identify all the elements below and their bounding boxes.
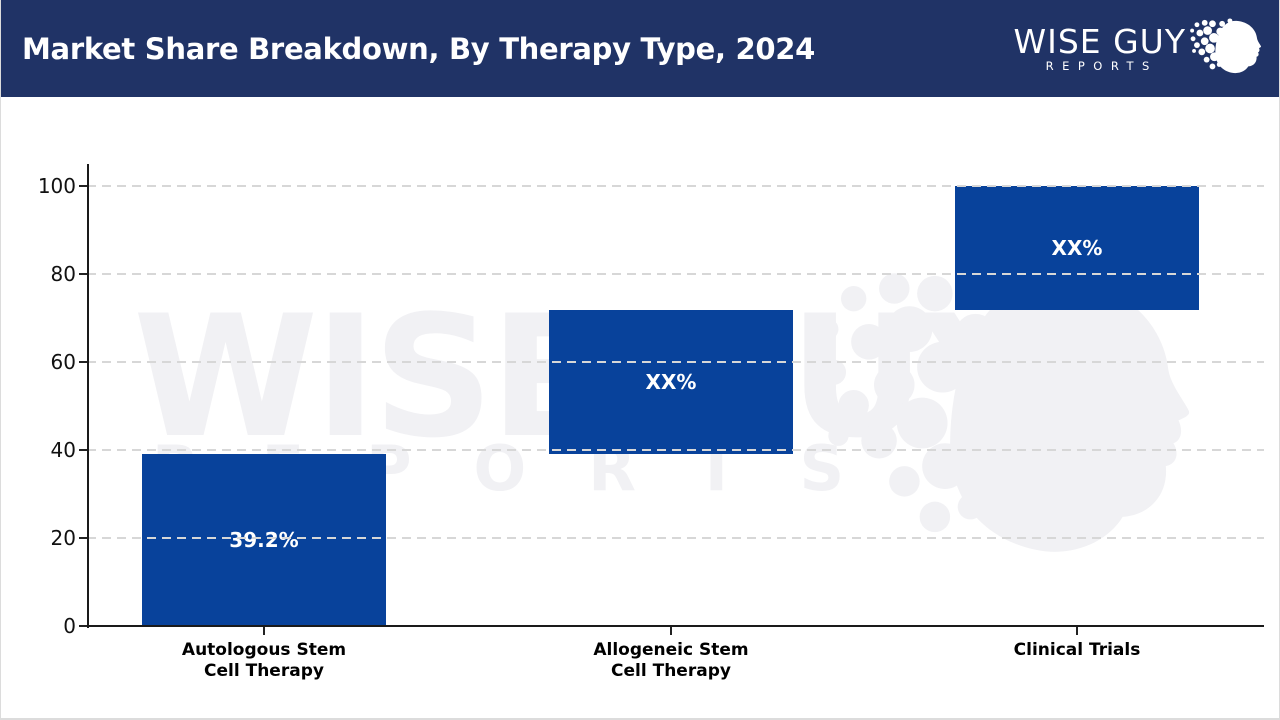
bar-1[interactable]: 39.2% [142,453,386,626]
wiseguy-logo-name: WISE GUY [1013,21,1186,61]
category-label-line: Clinical Trials [1013,640,1141,660]
category-label-3: Clinical Trials [917,640,1237,661]
x-tick-3 [1076,627,1078,635]
gridline-100 [87,185,1264,187]
category-label-line: Cell Therapy [204,661,324,681]
x-tick-2 [670,627,672,635]
bar-value-label: XX% [1051,236,1103,261]
category-label-2: Allogeneic Stem Cell Therapy [511,640,831,682]
y-tick-60 [79,361,87,363]
y-tick-40 [79,449,87,451]
gridline-80 [87,273,1264,275]
wiseguy-logo: WISE GUY REPORTS [1013,17,1266,80]
page-title: Market Share Breakdown, By Therapy Type,… [22,31,816,66]
y-axis [87,164,89,628]
category-label-1: Autologous Stem Cell Therapy [104,640,424,682]
bar-value-label: 39.2% [229,527,299,552]
category-label-line: Cell Therapy [611,661,731,681]
header-bar: Market Share Breakdown, By Therapy Type,… [0,0,1280,97]
bar-value-label: XX% [645,369,697,394]
y-tick-20 [79,537,87,539]
y-tick-0 [79,625,87,627]
wiseguy-logo-sub: REPORTS [1045,58,1158,73]
gridline-60 [87,361,1264,363]
gridline-40 [87,449,1264,451]
gridline-20 [87,537,1264,539]
category-label-line: Autologous Stem [181,640,347,660]
y-tick-label-40: 40 [50,438,76,462]
y-tick-80 [79,273,87,275]
y-tick-label-0: 0 [63,614,76,638]
y-tick-label-100: 100 [37,174,76,198]
y-tick-label-20: 20 [50,526,76,550]
y-tick-100 [79,185,87,187]
wiseguy-logo-text: WISE GUY REPORTS [1013,25,1186,73]
x-tick-1 [263,627,265,635]
bar-3[interactable]: XX% [955,186,1199,311]
category-label-line: Allogeneic Stem [593,640,749,660]
x-axis [87,625,1264,627]
y-tick-label-80: 80 [50,262,76,286]
bar-2[interactable]: XX% [549,310,793,454]
y-tick-label-60: 60 [50,350,76,374]
